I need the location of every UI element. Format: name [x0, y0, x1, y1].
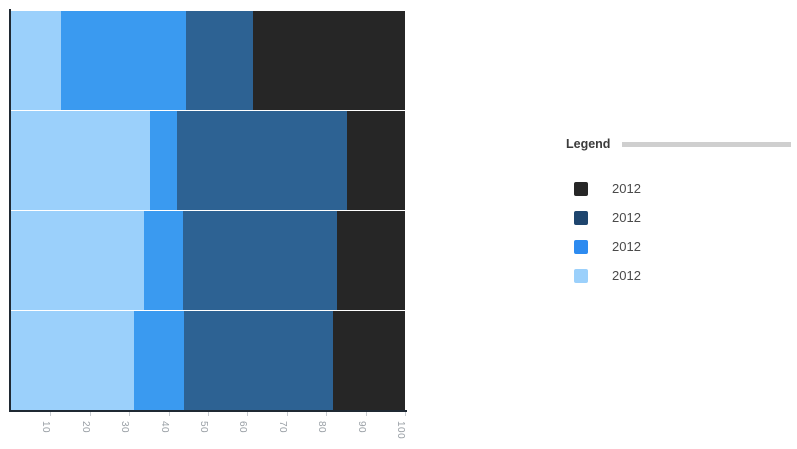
x-tick-mark [129, 412, 131, 416]
bar-segment [332, 311, 405, 410]
x-axis-ticks: 10 20 30 40 50 60 70 80 90 100 [11, 412, 406, 449]
legend-item-label: 2012 [612, 239, 641, 254]
x-tick-mark [168, 412, 170, 416]
x-axis-line [9, 410, 407, 412]
bar-segment [336, 211, 405, 310]
bar-segment [177, 111, 348, 210]
x-tick-label: 80 [316, 421, 328, 434]
x-tick-label: 60 [237, 421, 249, 434]
legend-swatch-icon [574, 268, 588, 283]
legend-item[interactable]: 2012 [566, 261, 791, 290]
x-tick-mark [50, 412, 52, 416]
x-tick-label: 30 [119, 421, 131, 434]
bar-segment [347, 111, 405, 210]
bar-segment [183, 311, 333, 410]
x-tick-mark [326, 412, 328, 416]
x-tick-mark [247, 412, 249, 416]
legend-item-label: 2012 [612, 181, 641, 196]
x-tick-mark [365, 412, 367, 416]
bar-segment [11, 111, 151, 210]
legend-divider [622, 141, 791, 147]
bar-row [11, 11, 405, 111]
bar-segment [252, 11, 405, 110]
x-tick-mark [208, 412, 209, 416]
legend-items: 2012 2012 2012 2012 [566, 174, 791, 290]
legend-item[interactable]: 2012 [566, 203, 791, 232]
legend-header: Legend [566, 136, 791, 152]
x-tick-label: 50 [198, 421, 209, 434]
legend-swatch-icon [574, 239, 588, 254]
bar-row [11, 111, 405, 211]
x-tick-mark [286, 412, 288, 416]
legend-title: Legend [566, 137, 611, 151]
bar-segment [144, 211, 184, 310]
legend-item-label: 2012 [612, 210, 641, 225]
legend-item[interactable]: 2012 [566, 174, 791, 203]
y-axis-line [9, 9, 11, 412]
x-tick-label: 70 [276, 421, 288, 434]
bar-segment [183, 211, 337, 310]
bar-segment [11, 311, 134, 410]
bar-segment [133, 311, 184, 410]
bar-row [11, 311, 405, 410]
x-tick-label: 90 [355, 421, 367, 434]
legend-swatch-icon [574, 181, 588, 196]
bar-segment [11, 11, 62, 110]
bar-segment [185, 11, 253, 110]
legend-item-label: 2012 [612, 268, 641, 283]
bar-segment [61, 11, 186, 110]
stacked-bar-chart: 10 20 30 40 50 60 70 80 90 100 [9, 9, 407, 449]
plot-area [11, 11, 405, 410]
legend-item[interactable]: 2012 [566, 232, 791, 261]
legend: Legend 2012 2012 2012 2012 [566, 136, 791, 290]
bar-segment [150, 111, 178, 210]
x-tick-label: 20 [79, 421, 91, 434]
bar-row [11, 211, 405, 311]
x-tick-mark [89, 412, 91, 416]
x-tick-label: 10 [40, 421, 52, 434]
bar-segment [11, 211, 145, 310]
x-tick-label: 100 [395, 421, 406, 440]
x-tick-mark [405, 412, 406, 416]
x-tick-label: 40 [158, 421, 170, 434]
legend-swatch-icon [574, 210, 588, 225]
